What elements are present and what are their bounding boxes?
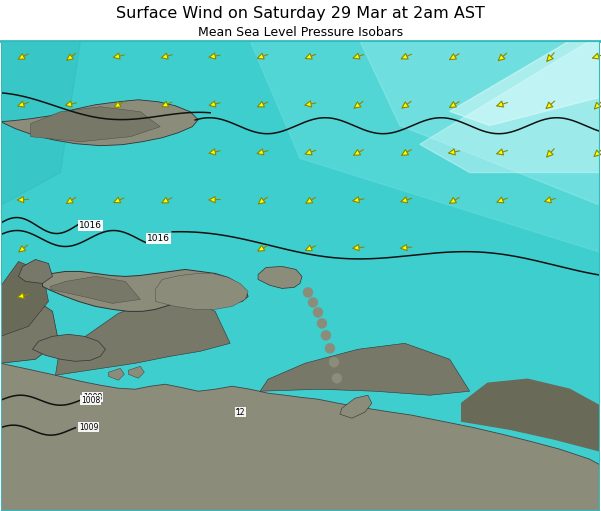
Circle shape xyxy=(317,318,327,329)
Polygon shape xyxy=(19,260,52,284)
Text: 1016: 1016 xyxy=(147,234,169,243)
Polygon shape xyxy=(155,273,248,309)
Polygon shape xyxy=(32,334,105,361)
Polygon shape xyxy=(258,266,302,288)
Circle shape xyxy=(321,330,331,340)
Circle shape xyxy=(303,287,313,297)
Polygon shape xyxy=(108,368,124,380)
Polygon shape xyxy=(250,41,600,252)
Polygon shape xyxy=(419,41,600,173)
Text: 1008: 1008 xyxy=(83,393,102,402)
Circle shape xyxy=(329,357,339,367)
Polygon shape xyxy=(55,296,230,375)
Circle shape xyxy=(313,308,323,317)
Text: Mean Sea Level Pressure Isobars: Mean Sea Level Pressure Isobars xyxy=(198,26,403,39)
Polygon shape xyxy=(450,41,600,126)
Text: 1009: 1009 xyxy=(79,423,98,432)
Text: 1008: 1008 xyxy=(81,396,100,405)
Polygon shape xyxy=(129,366,144,378)
Text: Surface Wind on Saturday 29 Mar at 2am AST: Surface Wind on Saturday 29 Mar at 2am A… xyxy=(116,6,485,20)
Polygon shape xyxy=(462,379,600,451)
Polygon shape xyxy=(1,41,81,205)
Polygon shape xyxy=(1,296,58,363)
Polygon shape xyxy=(360,41,600,205)
Polygon shape xyxy=(43,269,248,311)
Polygon shape xyxy=(1,100,198,146)
Circle shape xyxy=(325,343,335,353)
Polygon shape xyxy=(1,262,49,336)
Polygon shape xyxy=(340,395,372,418)
Text: 1⃐⃐2: 1⃐⃐2 xyxy=(236,408,245,416)
Text: 1016: 1016 xyxy=(79,221,102,230)
Polygon shape xyxy=(31,107,160,142)
Circle shape xyxy=(332,373,342,383)
Polygon shape xyxy=(50,276,140,304)
Circle shape xyxy=(308,297,318,308)
Polygon shape xyxy=(1,363,600,511)
Polygon shape xyxy=(260,343,470,395)
